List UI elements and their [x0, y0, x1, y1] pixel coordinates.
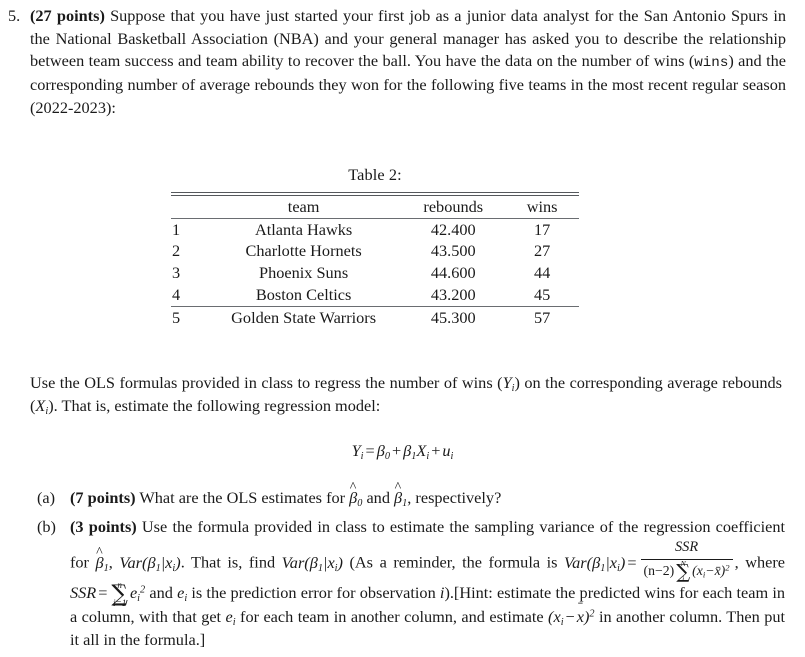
cell-team: Atlanta Hawks — [255, 219, 353, 239]
double-rule — [171, 191, 579, 197]
table-rule-top — [171, 191, 579, 197]
math-e-i: ei — [177, 582, 188, 604]
part-b-text-c: . That is, find — [180, 552, 282, 572]
header-team: team — [205, 195, 402, 219]
problem-text-part-1: Suppose that you have just started your … — [30, 6, 787, 71]
regression-model-equation: Yi = β0 + β1Xi + ui — [0, 440, 805, 463]
problem-points: (27 points) — [30, 6, 105, 25]
part-b-label: (b) — [37, 516, 56, 536]
cell-team: Charlotte Hornets — [245, 241, 362, 261]
regression-instruction-paragraph: Use the OLS formulas provided in class t… — [30, 372, 782, 417]
part-a-label: (a) — [37, 488, 56, 507]
code-token-wins: wins — [694, 55, 729, 72]
part-b-text-b: , — [108, 552, 120, 572]
cell-wins: 57 — [505, 305, 579, 329]
problem-number: 5. — [8, 6, 21, 25]
variance-fraction: SSR (n−2) N ∑ i (xi−x̄)2 — [640, 538, 733, 584]
cell-index: 2 — [172, 241, 181, 261]
part-b-text-d: (As a reminder, the formula is — [342, 552, 565, 572]
part-b-text-h: ).[Hint: estimate the predicted wins for… — [70, 582, 785, 626]
cell-index: 3 — [172, 263, 181, 283]
part-a-text-c: , respectively? — [407, 488, 502, 507]
table-row: 2 Charlotte Hornets 43.500 27 — [171, 240, 579, 262]
part-b-text-f: and — [145, 582, 178, 602]
cell-wins: 17 — [533, 219, 551, 239]
math-e-i-2: ei — [225, 606, 236, 628]
cell-wins: 45 — [533, 284, 551, 304]
cell-team: Boston Celtics — [255, 284, 352, 304]
fraction-numerator: SSR — [640, 538, 733, 561]
table-block: Table 2: team rebounds wins 1 Atlanta Ha… — [171, 164, 579, 329]
problem-text: (27 points) Suppose that you have just s… — [30, 5, 786, 119]
math-x-minus-xbar-squared: (xi−̄x)2 — [548, 606, 595, 628]
cell-wins: 27 — [533, 241, 551, 261]
cell-team: Golden State Warriors — [205, 305, 402, 329]
cell-team: Phoenix Suns — [259, 263, 349, 283]
cell-index: 4 — [172, 284, 181, 304]
part-a-text-b: and — [362, 488, 395, 507]
part-b-text-i: for each team in another column, and est… — [235, 606, 549, 626]
math-var-beta1-x2: Var(β1|xi) — [281, 552, 343, 574]
problem-text-part-2: ) and the corresponding number of averag… — [30, 51, 786, 117]
data-table: team rebounds wins 1 Atlanta Hawks 42.40… — [171, 191, 579, 329]
math-i: i — [439, 582, 445, 602]
cell-wins: 44 — [533, 263, 551, 283]
equation-content: Yi = β0 + β1Xi + ui — [351, 441, 454, 462]
table-row: 1 Atlanta Hawks 42.400 17 — [171, 218, 579, 240]
part-b-text-e: , where — [734, 552, 785, 572]
header-index — [171, 195, 206, 219]
table-row: 3 Phoenix Suns 44.600 44 — [171, 262, 579, 284]
part-a-body: (7 points) What are the OLS estimates fo… — [70, 480, 785, 510]
summation-denominator: N ∑ i — [676, 558, 691, 584]
mid-text-b: ) on the corresponding average rebounds … — [30, 373, 782, 415]
header-rebounds: rebounds — [401, 195, 506, 219]
math-beta-hat-0: ^ β0 — [349, 480, 363, 509]
header-wins: wins — [505, 195, 579, 219]
cell-rebounds: 43.500 — [430, 241, 476, 261]
math-var-beta1-x1: Var(β1|xi) — [119, 552, 181, 574]
math-beta-hat-1: ^ β1 — [394, 480, 408, 509]
summation-ssr: n ∑ i=1 — [111, 579, 128, 609]
cell-rebounds: 42.400 — [430, 219, 476, 239]
part-a-text-a: What are the OLS estimates for — [135, 488, 350, 507]
problem-statement: 5. (27 points) Suppose that you have jus… — [8, 5, 786, 119]
mid-text-a: Use the OLS formulas provided in class t… — [30, 373, 503, 392]
mid-text-c: ). That is, estimate the following regre… — [48, 395, 381, 415]
part-a-points: (7 points) — [70, 488, 136, 507]
table-header-row: team rebounds wins — [171, 195, 579, 219]
part-b-text-g: is the prediction error for observation — [187, 582, 440, 602]
math-beta-hat-1: ^ β1 — [95, 545, 109, 574]
math-var-formula: Var(β1|xi) = SSR (n−2) N ∑ i (xi−x̄)2 — [564, 539, 735, 583]
cell-rebounds: 45.300 — [401, 305, 506, 329]
part-a: (a) (7 points) What are the OLS estimate… — [37, 480, 785, 510]
math-y-i: Yi — [502, 373, 515, 394]
cell-rebounds: 44.600 — [430, 263, 476, 283]
fraction-denominator: (n−2) N ∑ i (xi−x̄)2 — [643, 558, 730, 584]
cell-rebounds: 43.200 — [430, 284, 476, 304]
table-caption: Table 2: — [348, 165, 402, 184]
question-parts: (a) (7 points) What are the OLS estimate… — [37, 480, 785, 657]
cell-index: 1 — [172, 219, 181, 239]
problem-row: 5. (27 points) Suppose that you have jus… — [8, 5, 786, 119]
part-b-text-j: in another column. Then put it all in th… — [70, 606, 785, 649]
part-b-body: (3 points) Use the formula provided in c… — [70, 516, 785, 652]
part-b: (b) (3 points) Use the formula provided … — [37, 516, 785, 652]
part-b-text-a: Use the formula provided in class to est… — [70, 516, 785, 572]
math-x-i: Xi — [35, 395, 49, 417]
table-row: 5 Golden State Warriors 45.300 57 — [171, 305, 579, 329]
math-ssr-definition: SSR = n ∑ i=1 ei2 — [70, 579, 146, 609]
cell-index: 5 — [171, 305, 206, 329]
table-row: 4 Boston Celtics 43.200 45 — [171, 284, 579, 306]
part-b-points: (3 points) — [70, 516, 137, 536]
